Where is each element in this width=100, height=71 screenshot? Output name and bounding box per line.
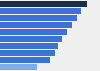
Bar xyxy=(0,1,87,7)
Bar xyxy=(0,29,67,35)
Bar xyxy=(0,64,36,70)
Bar xyxy=(0,22,72,28)
Bar xyxy=(0,15,76,21)
Bar xyxy=(0,43,58,49)
Bar xyxy=(0,50,55,56)
Bar xyxy=(0,8,81,14)
Bar xyxy=(0,57,50,63)
Bar xyxy=(0,36,62,42)
